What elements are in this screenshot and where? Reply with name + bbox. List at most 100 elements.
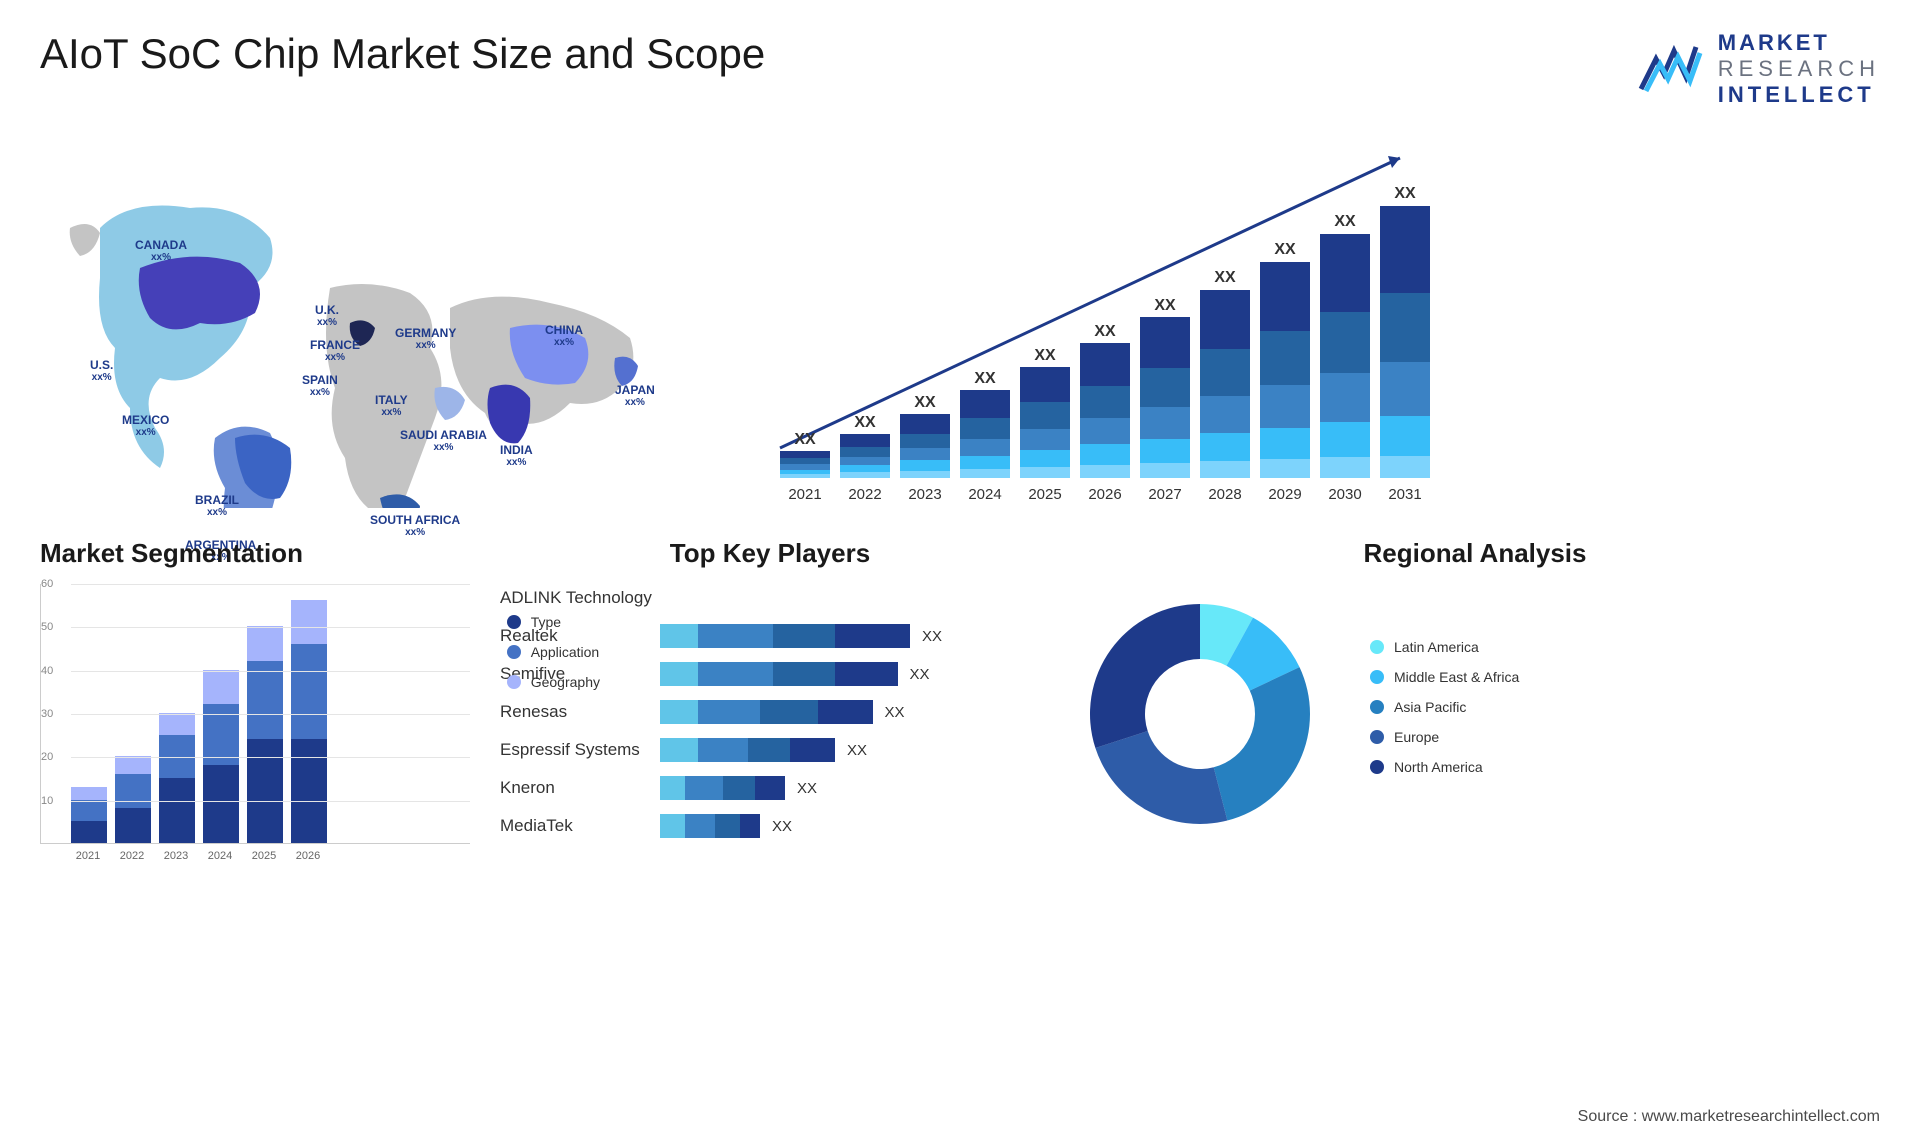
- regional-title: Regional Analysis: [1070, 538, 1880, 569]
- bar-segment: [1320, 234, 1370, 312]
- bar-segment: [1020, 467, 1070, 478]
- donut-slice: [1214, 667, 1310, 820]
- seg-segment: [247, 626, 283, 661]
- year-label: 2028: [1200, 486, 1250, 503]
- seg-bar: [159, 583, 195, 843]
- map-label-japan: JAPANxx%: [615, 383, 655, 408]
- player-bar-segment: [685, 776, 723, 800]
- seg-xlabel: 2026: [290, 850, 326, 862]
- page-title: AIoT SoC Chip Market Size and Scope: [40, 30, 765, 78]
- bar-segment: [960, 439, 1010, 456]
- legend-item: Application: [507, 644, 600, 660]
- bar-value-label: XX: [1260, 241, 1310, 259]
- ytick: 20: [41, 751, 53, 763]
- bar-value-label: XX: [1380, 185, 1430, 203]
- bar-segment: [900, 460, 950, 470]
- year-bar: [900, 414, 950, 478]
- year-label: 2027: [1140, 486, 1190, 503]
- bar-value-label: XX: [900, 394, 950, 412]
- bar-segment: [1080, 444, 1130, 465]
- bar-segment: [1380, 456, 1430, 478]
- seg-segment: [159, 713, 195, 735]
- player-bar-segment: [715, 814, 740, 838]
- player-bar-segment: [790, 738, 835, 762]
- player-bar: [660, 700, 873, 724]
- legend-item: North America: [1370, 759, 1519, 775]
- player-value: XX: [885, 704, 905, 721]
- segmentation-legend: TypeApplicationGeography: [507, 614, 600, 704]
- legend-label: Middle East & Africa: [1394, 669, 1519, 685]
- year-bar: [1260, 262, 1310, 478]
- bar-segment: [1260, 428, 1310, 460]
- player-bar: [660, 624, 910, 648]
- ytick: 40: [41, 665, 53, 677]
- legend-item: Asia Pacific: [1370, 699, 1519, 715]
- legend-label: Asia Pacific: [1394, 699, 1466, 715]
- player-row: ADLINK Technology: [500, 584, 1040, 612]
- legend-item: Middle East & Africa: [1370, 669, 1519, 685]
- bar-segment: [1140, 368, 1190, 407]
- player-row: MediaTekXX: [500, 812, 1040, 840]
- seg-segment: [115, 756, 151, 773]
- year-bar: [1200, 290, 1250, 479]
- bar-segment: [1380, 206, 1430, 294]
- player-bar-segment: [698, 662, 773, 686]
- seg-segment: [71, 787, 107, 800]
- map-label-italy: ITALYxx%: [375, 393, 408, 418]
- year-label: 2030: [1320, 486, 1370, 503]
- legend-item: Latin America: [1370, 639, 1519, 655]
- bar-value-label: XX: [1140, 297, 1190, 315]
- bar-segment: [1260, 262, 1310, 331]
- legend-dot: [1370, 640, 1384, 654]
- year-bar: [960, 390, 1010, 478]
- player-value: XX: [910, 666, 930, 683]
- player-bar-segment: [835, 662, 898, 686]
- bar-segment: [1200, 433, 1250, 461]
- legend-dot: [1370, 700, 1384, 714]
- segmentation-panel: Market Segmentation 102030405060 2021202…: [40, 538, 470, 862]
- legend-label: North America: [1394, 759, 1483, 775]
- map-canada-region: [139, 257, 260, 330]
- player-bar-segment: [723, 776, 756, 800]
- year-label: 2021: [780, 486, 830, 503]
- year-label: 2022: [840, 486, 890, 503]
- bar-segment: [1320, 373, 1370, 422]
- bar-segment: [1320, 312, 1370, 374]
- bar-segment: [900, 434, 950, 448]
- year-label: 2026: [1080, 486, 1130, 503]
- year-bar: [1320, 234, 1370, 479]
- bar-segment: [900, 448, 950, 460]
- player-bar: [660, 662, 898, 686]
- bar-segment: [1260, 459, 1310, 478]
- seg-bar: [203, 583, 239, 843]
- bar-value-label: XX: [1080, 323, 1130, 341]
- bar-segment: [1020, 402, 1070, 428]
- seg-segment: [71, 800, 107, 822]
- bar-value-label: XX: [960, 370, 1010, 388]
- player-bar-segment: [748, 738, 791, 762]
- logo-icon: [1636, 39, 1706, 99]
- seg-segment: [291, 600, 327, 643]
- legend-dot: [507, 675, 521, 689]
- seg-bar: [247, 583, 283, 843]
- player-value: XX: [797, 780, 817, 797]
- map-label-germany: GERMANYxx%: [395, 326, 456, 351]
- year-label: 2025: [1020, 486, 1070, 503]
- legend-dot: [507, 615, 521, 629]
- bar-value-label: XX: [1320, 213, 1370, 231]
- player-bar-segment: [660, 662, 698, 686]
- player-bar-segment: [755, 776, 785, 800]
- year-bar: [780, 451, 830, 478]
- world-map: [40, 128, 720, 508]
- donut-slice: [1090, 604, 1200, 748]
- gridline: [71, 757, 470, 758]
- player-bar-segment: [660, 776, 685, 800]
- seg-segment: [203, 670, 239, 705]
- bar-segment: [1200, 396, 1250, 433]
- player-bar-segment: [760, 700, 818, 724]
- player-bar-segment: [698, 738, 748, 762]
- bar-segment: [1260, 385, 1310, 428]
- world-map-panel: CANADAxx%U.S.xx%MEXICOxx%BRAZILxx%ARGENT…: [40, 128, 720, 508]
- map-label-india: INDIAxx%: [500, 443, 533, 468]
- donut-slice: [1095, 731, 1227, 824]
